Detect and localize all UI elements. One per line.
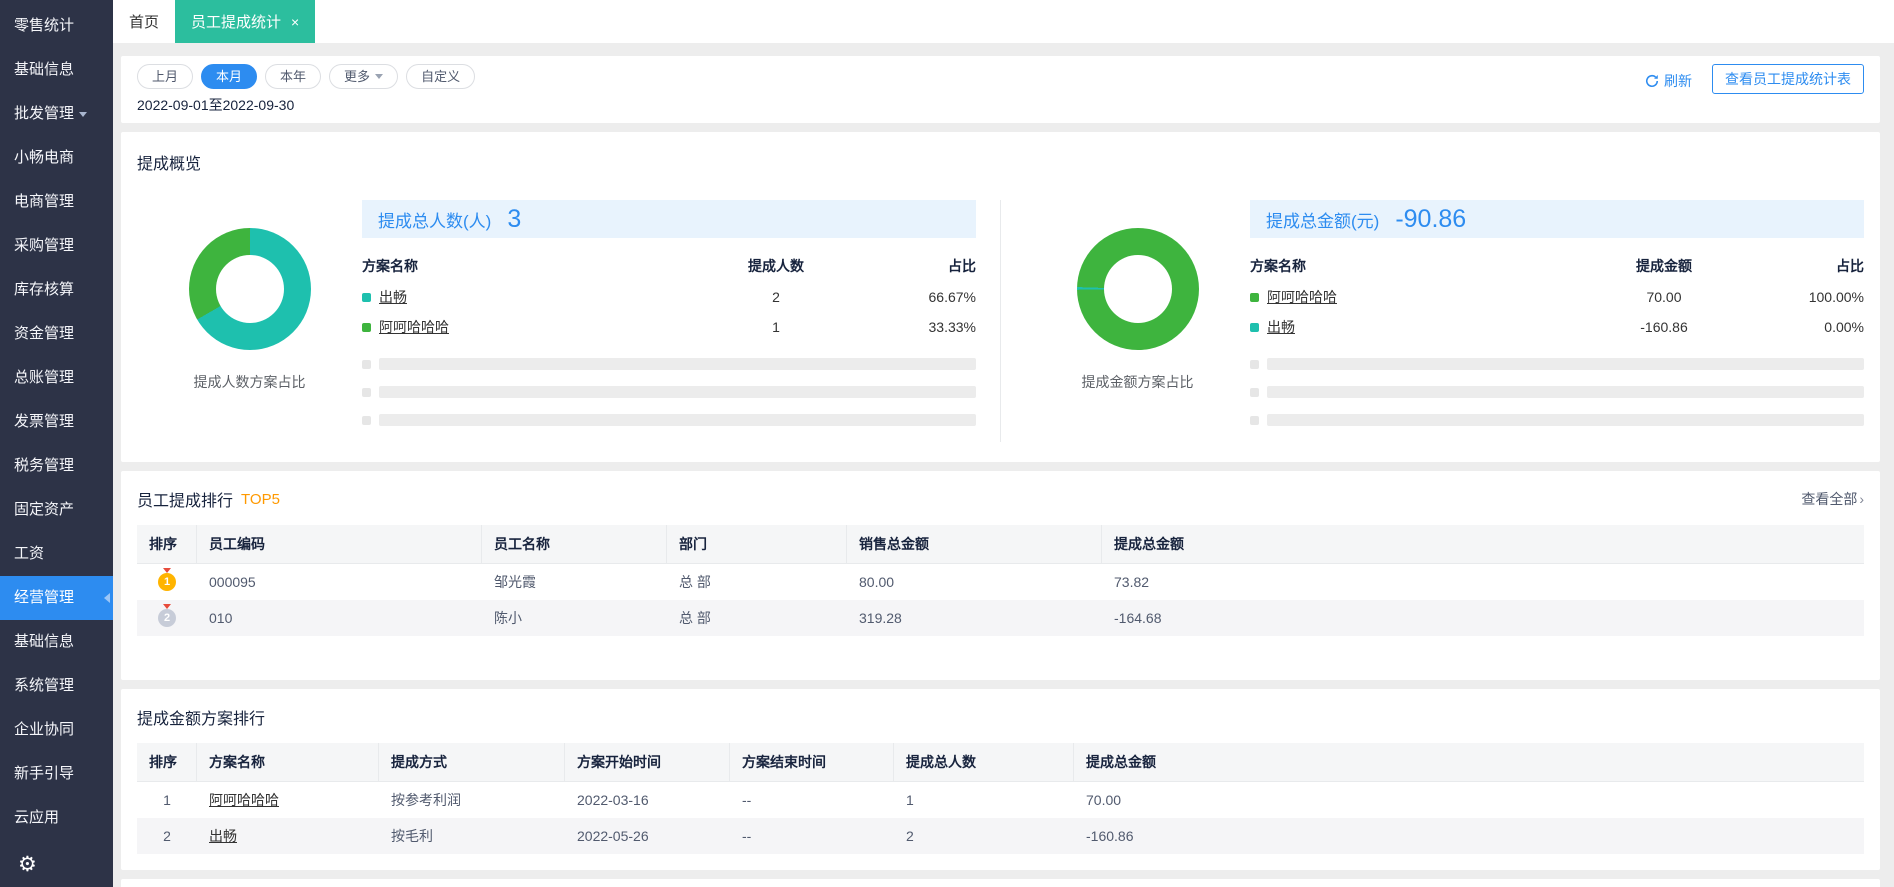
filter-this-year-button[interactable]: 本年 xyxy=(265,64,322,89)
sidebar-item-payroll[interactable]: 工资 xyxy=(14,545,45,562)
scheme-link[interactable]: 出畅 xyxy=(379,289,407,305)
scheme-ranking-table: 排序 方案名称 提成方式 方案开始时间 方案结束时间 提成总人数 提成总金额 1… xyxy=(137,743,1864,854)
content-area: 上月 本月 本年 更多 自定义 2022-09-01至2022-09-30 刷新… xyxy=(113,43,1894,887)
filter-group: 上月 本月 本年 更多 自定义 2022-09-01至2022-09-30 xyxy=(137,64,476,115)
sidebar-item-system[interactable]: 系统管理 xyxy=(14,677,75,694)
scheme-ranking-card: 提成金额方案排行 排序 方案名称 提成方式 方案开始时间 方案结束时间 提成总人… xyxy=(121,689,1880,870)
scheme-link[interactable]: 出畅 xyxy=(209,828,237,844)
placeholder-row xyxy=(362,358,976,370)
series-dot-icon xyxy=(362,322,371,332)
toolbar-right: 刷新 查看员工提成统计表 xyxy=(1645,64,1864,115)
sidebar-item-guide[interactable]: 新手引导 xyxy=(14,765,75,782)
sidebar-item-retail-stats[interactable]: 零售统计 xyxy=(14,17,75,34)
table-row: 1 000095 邹光霞 总 部 80.00 73.82 xyxy=(137,564,1864,600)
gear-icon[interactable]: ⚙ xyxy=(18,852,37,876)
sidebar-item-inventory[interactable]: 库存核算 xyxy=(14,281,75,298)
view-all-link[interactable]: 查看全部 › xyxy=(1801,491,1864,507)
placeholder-row xyxy=(362,386,976,398)
view-commission-report-button[interactable]: 查看员工提成统计表 xyxy=(1712,64,1864,94)
sidebar-item-collaboration[interactable]: 企业协同 xyxy=(14,721,75,738)
sidebar-item-wholesale[interactable]: 批发管理 xyxy=(0,92,113,136)
amount-total-label: 提成总金额(元) xyxy=(1266,211,1380,231)
amount-donut-chart xyxy=(1076,228,1199,350)
table-row: 出畅 -160.86 0.00% xyxy=(1250,312,1864,342)
date-range-text: 2022-09-01至2022-09-30 xyxy=(137,97,295,113)
series-dot-icon xyxy=(1250,322,1259,332)
people-donut-caption: 提成人数方案占比 xyxy=(193,374,306,390)
table-row: 出畅 2 66.67% xyxy=(362,282,976,312)
placeholder-row xyxy=(1250,386,1864,398)
sidebar-item-funds[interactable]: 资金管理 xyxy=(14,325,75,342)
filter-more-button[interactable]: 更多 xyxy=(329,64,399,89)
table-row: 2 010 陈小 总 部 319.28 -164.68 xyxy=(137,600,1864,636)
sidebar: 零售统计 基础信息 批发管理 小畅电商 电商管理 采购管理 库存核算 资金管理 … xyxy=(0,0,113,887)
refresh-button[interactable]: 刷新 xyxy=(1645,71,1692,91)
placeholder-row xyxy=(362,414,976,426)
sidebar-item-tax[interactable]: 税务管理 xyxy=(14,457,75,474)
tab-employee-commission[interactable]: 员工提成统计 × xyxy=(175,0,316,43)
employee-ranking-table: 排序 员工编码 员工名称 部门 销售总金额 提成总金额 1 000095 邹光霞… xyxy=(137,525,1864,664)
amount-scheme-table: 方案名称 提成金额 占比 阿呵哈哈哈 70.00 100.00% xyxy=(1250,250,1864,426)
sidebar-item-xiaochang-ecom[interactable]: 小畅电商 xyxy=(14,149,75,166)
series-dot-icon xyxy=(1250,292,1259,302)
people-overview-panel: 提成人数方案占比 提成总人数(人) 3 方案名称 提成人数 xyxy=(137,200,1001,442)
sidebar-item-ecommerce[interactable]: 电商管理 xyxy=(14,193,75,210)
section-title-overview: 提成概览 xyxy=(137,156,202,173)
collapse-left-icon xyxy=(104,593,110,603)
scheme-link[interactable]: 出畅 xyxy=(1267,319,1295,335)
filter-toolbar: 上月 本月 本年 更多 自定义 2022-09-01至2022-09-30 刷新… xyxy=(121,56,1880,123)
people-total-value: 3 xyxy=(507,204,522,233)
sidebar-item-purchasing[interactable]: 采购管理 xyxy=(14,237,75,254)
section-title-employee-ranking: 员工提成排行 xyxy=(137,493,234,510)
table-row: 1 阿呵哈哈哈 按参考利润 2022-03-16 -- 1 70.00 xyxy=(163,792,1122,808)
commission-overview-card: 提成概览 提成人数方案占比 提成总人数(人) 3 xyxy=(121,132,1880,462)
table-header-row: 排序 方案名称 提成方式 方案开始时间 方案结束时间 提成总人数 提成总金额 xyxy=(137,743,1864,782)
chevron-right-icon: › xyxy=(1859,491,1864,507)
people-total-strip: 提成总人数(人) 3 xyxy=(362,200,976,238)
gold-medal-icon: 1 xyxy=(158,573,176,591)
refresh-icon xyxy=(1645,74,1659,87)
sidebar-item-cloud-apps[interactable]: 云应用 xyxy=(14,809,60,826)
sidebar-item-basic-info-2[interactable]: 基础信息 xyxy=(14,633,75,650)
amount-donut-caption: 提成金额方案占比 xyxy=(1081,374,1194,390)
sidebar-item-invoice[interactable]: 发票管理 xyxy=(14,413,75,430)
employee-ranking-card: 员工提成排行 TOP5 查看全部 › 排序 员工编码 员工名称 部门 销售总金额 … xyxy=(121,471,1880,680)
chevron-down-icon xyxy=(375,74,384,79)
table-row: 阿呵哈哈哈 70.00 100.00% xyxy=(1250,282,1864,312)
filter-custom-button[interactable]: 自定义 xyxy=(406,64,476,89)
filter-this-month-button[interactable]: 本月 xyxy=(201,64,258,89)
top5-badge: TOP5 xyxy=(241,490,280,508)
placeholder-row xyxy=(1250,358,1864,370)
amount-total-strip: 提成总金额(元) -90.86 xyxy=(1250,200,1864,238)
section-title-scheme-ranking: 提成金额方案排行 xyxy=(137,711,266,728)
filter-last-month-button[interactable]: 上月 xyxy=(137,64,194,89)
chevron-down-icon xyxy=(79,111,88,117)
amount-total-value: -90.86 xyxy=(1395,204,1467,233)
people-total-label: 提成总人数(人) xyxy=(378,211,492,231)
people-scheme-table: 方案名称 提成人数 占比 出畅 2 66.67% xyxy=(362,250,976,426)
sidebar-item-ledger[interactable]: 总账管理 xyxy=(14,369,75,386)
scheme-link[interactable]: 阿呵哈哈哈 xyxy=(379,319,449,335)
scheme-link[interactable]: 阿呵哈哈哈 xyxy=(1267,289,1337,305)
people-donut-chart xyxy=(188,228,311,350)
table-row: 阿呵哈哈哈 1 33.33% xyxy=(362,312,976,342)
series-dot-icon xyxy=(362,292,371,302)
amount-overview-panel: 提成金额方案占比 提成总金额(元) -90.86 方案名称 提成金额 xyxy=(1001,200,1864,442)
silver-medal-icon: 2 xyxy=(158,609,176,627)
tab-home[interactable]: 首页 xyxy=(129,14,160,31)
tab-bar: 首页 员工提成统计 × xyxy=(113,0,1894,43)
table-row: 2 出畅 按毛利 2022-05-26 -- 2 -160.86 xyxy=(137,818,1864,854)
main-area: 首页 员工提成统计 × 上月 本月 本年 更多 自定义 2022-09-01至2… xyxy=(113,0,1894,887)
table-header-row: 方案名称 提成金额 占比 xyxy=(1250,258,1864,274)
table-header-row: 排序 员工编码 员工名称 部门 销售总金额 提成总金额 xyxy=(137,525,1864,564)
scheme-link[interactable]: 阿呵哈哈哈 xyxy=(209,792,279,808)
sidebar-item-operations[interactable]: 经营管理 xyxy=(0,576,113,620)
sidebar-item-basic-info[interactable]: 基础信息 xyxy=(14,61,75,78)
close-icon[interactable]: × xyxy=(291,13,300,30)
table-header-row: 方案名称 提成人数 占比 xyxy=(362,258,976,274)
department-commission-card: 部门提成情况 序号 部门名称 提成方式 方案开始时间 方案结束时间 参与提成人数… xyxy=(121,879,1880,887)
placeholder-row xyxy=(1250,414,1864,426)
sidebar-item-fixed-assets[interactable]: 固定资产 xyxy=(14,501,75,518)
